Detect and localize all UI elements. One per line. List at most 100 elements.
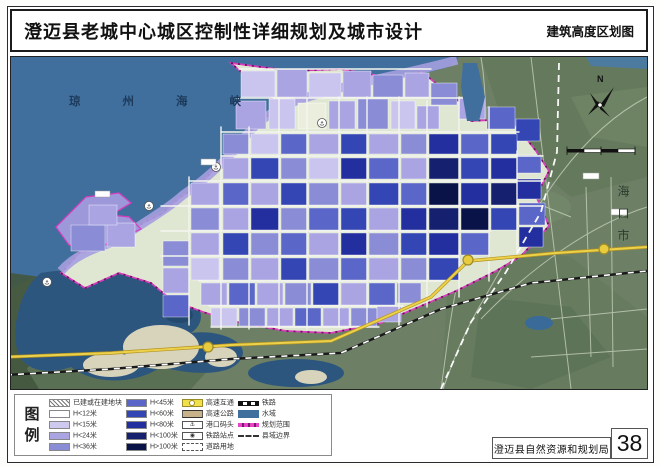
legend-swatch-hatch-icon [49, 399, 70, 407]
height-parcel [328, 100, 356, 130]
legend-item: 道路用地 [181, 443, 234, 452]
height-parcel [430, 82, 458, 106]
legend-swatch-interchange-icon [181, 399, 203, 407]
height-parcel [280, 157, 308, 180]
legend-item-label: 铁路 [261, 399, 276, 407]
height-parcel [238, 307, 266, 327]
height-parcel [280, 257, 308, 281]
height-parcel [460, 133, 490, 155]
height-parcels [70, 68, 546, 327]
expressway-line [11, 245, 647, 359]
legend-item: H<15米 [49, 421, 122, 430]
legend-swatch-solid-icon [126, 432, 147, 440]
compass-n-label: N [597, 74, 604, 84]
height-parcel [428, 133, 460, 155]
legend-swatch-boundary-icon [237, 423, 259, 427]
height-parcel [276, 68, 308, 98]
height-parcel [372, 74, 404, 98]
height-parcel [308, 72, 342, 98]
height-parcel [490, 157, 518, 180]
height-parcel [250, 157, 280, 180]
height-parcel [416, 105, 440, 130]
height-parcel [222, 257, 250, 281]
legend-swatch-solid-icon [126, 421, 147, 429]
credit-box: 澄迈县自然资源和规划局 [492, 437, 611, 459]
height-parcel [294, 307, 322, 327]
agency-credit: 澄迈县自然资源和规划局 [493, 444, 610, 456]
legend-item-label: 高速公路 [205, 410, 234, 418]
height-parcel [250, 133, 280, 155]
legend-swatch-solid-icon [49, 443, 70, 451]
legend-item: 铁路 [237, 399, 290, 408]
height-parcel [342, 70, 372, 98]
county-boundary-line [440, 62, 560, 389]
scale-bar [566, 146, 636, 155]
height-parcel [162, 267, 190, 294]
height-parcel [368, 182, 400, 206]
height-parcel [280, 133, 308, 155]
legend-item: 已建或在建地块 [49, 399, 122, 408]
legend-item: H<100米 [126, 432, 178, 441]
height-parcel [190, 182, 220, 206]
height-parcel [284, 282, 312, 306]
height-parcel [256, 282, 284, 306]
height-parcel [490, 182, 518, 206]
legend-column: H<45米 H<60米 H<80米 H<100米 H>100米 [126, 399, 178, 452]
height-parcel [88, 204, 118, 226]
legend-swatch-solid-icon [126, 399, 147, 407]
height-parcel [250, 182, 280, 206]
height-parcel [428, 257, 460, 281]
height-parcel [460, 182, 490, 206]
height-parcel [368, 282, 396, 306]
legend-item-label: 港口码头 [205, 421, 234, 429]
legend-item-label: 县域边界 [261, 432, 290, 440]
height-parcel [70, 224, 106, 252]
height-parcel [368, 207, 400, 231]
height-parcel [400, 207, 428, 231]
legend-swatch-expressway-icon [181, 410, 203, 418]
height-parcel [404, 72, 430, 98]
legend-item: ◉ 铁路站点 [181, 432, 234, 441]
height-parcel [312, 282, 340, 306]
height-parcel [308, 232, 340, 256]
legend-item-label: H<80米 [150, 421, 174, 429]
height-parcel [390, 100, 416, 130]
map-canvas[interactable]: ⚓ ⚓ ⚓ ⚓ 琼州海峡 海口市 N [10, 56, 648, 390]
legend-item-label: 道路用地 [205, 443, 234, 451]
height-parcel [210, 307, 238, 327]
legend-item-label: 规划范围 [261, 421, 290, 429]
legend-title-char: 例 [24, 427, 40, 444]
page-number: 38 [616, 430, 643, 456]
legend-title: 图 例 [15, 404, 49, 446]
height-parcel [340, 157, 368, 180]
height-parcel [400, 232, 428, 256]
height-parcel [340, 232, 368, 256]
legend-swatch-roadland-icon [181, 443, 203, 451]
height-parcel [190, 257, 220, 281]
legend-item-label: H<15米 [73, 421, 97, 429]
map-subtitle: 建筑高度区划图 [546, 25, 634, 39]
legend-item-label: H<12米 [73, 410, 97, 418]
legend-item-label: 铁路站点 [205, 432, 234, 440]
height-parcel [190, 207, 220, 231]
legend-swatch-solid-icon [126, 410, 147, 418]
legend-item-label: H>100米 [150, 443, 178, 451]
port-anchor-icon: ⚓ [44, 280, 49, 287]
height-parcel [228, 282, 256, 306]
legend-item: 县域边界 [237, 432, 290, 441]
height-parcel [428, 232, 460, 256]
legend-swatch-solid-icon [49, 421, 70, 429]
legend-item: H<45米 [126, 399, 178, 408]
station-icon: ◉ [189, 433, 195, 439]
height-parcel [490, 133, 518, 155]
height-parcel [222, 207, 250, 231]
anchor-icon: ⚓ [189, 422, 196, 428]
legend-item: H<12米 [49, 410, 122, 419]
legend: 图 例 已建或在建地块 H<12米 H<15米 H<24米 H<36米 H<45米 H<60… [14, 394, 332, 456]
height-parcel [368, 133, 400, 155]
height-parcel [340, 282, 368, 306]
height-parcel [340, 207, 368, 231]
height-parcel [518, 202, 546, 226]
legend-item: ⚓ 港口码头 [181, 421, 234, 430]
height-parcel [222, 232, 250, 256]
